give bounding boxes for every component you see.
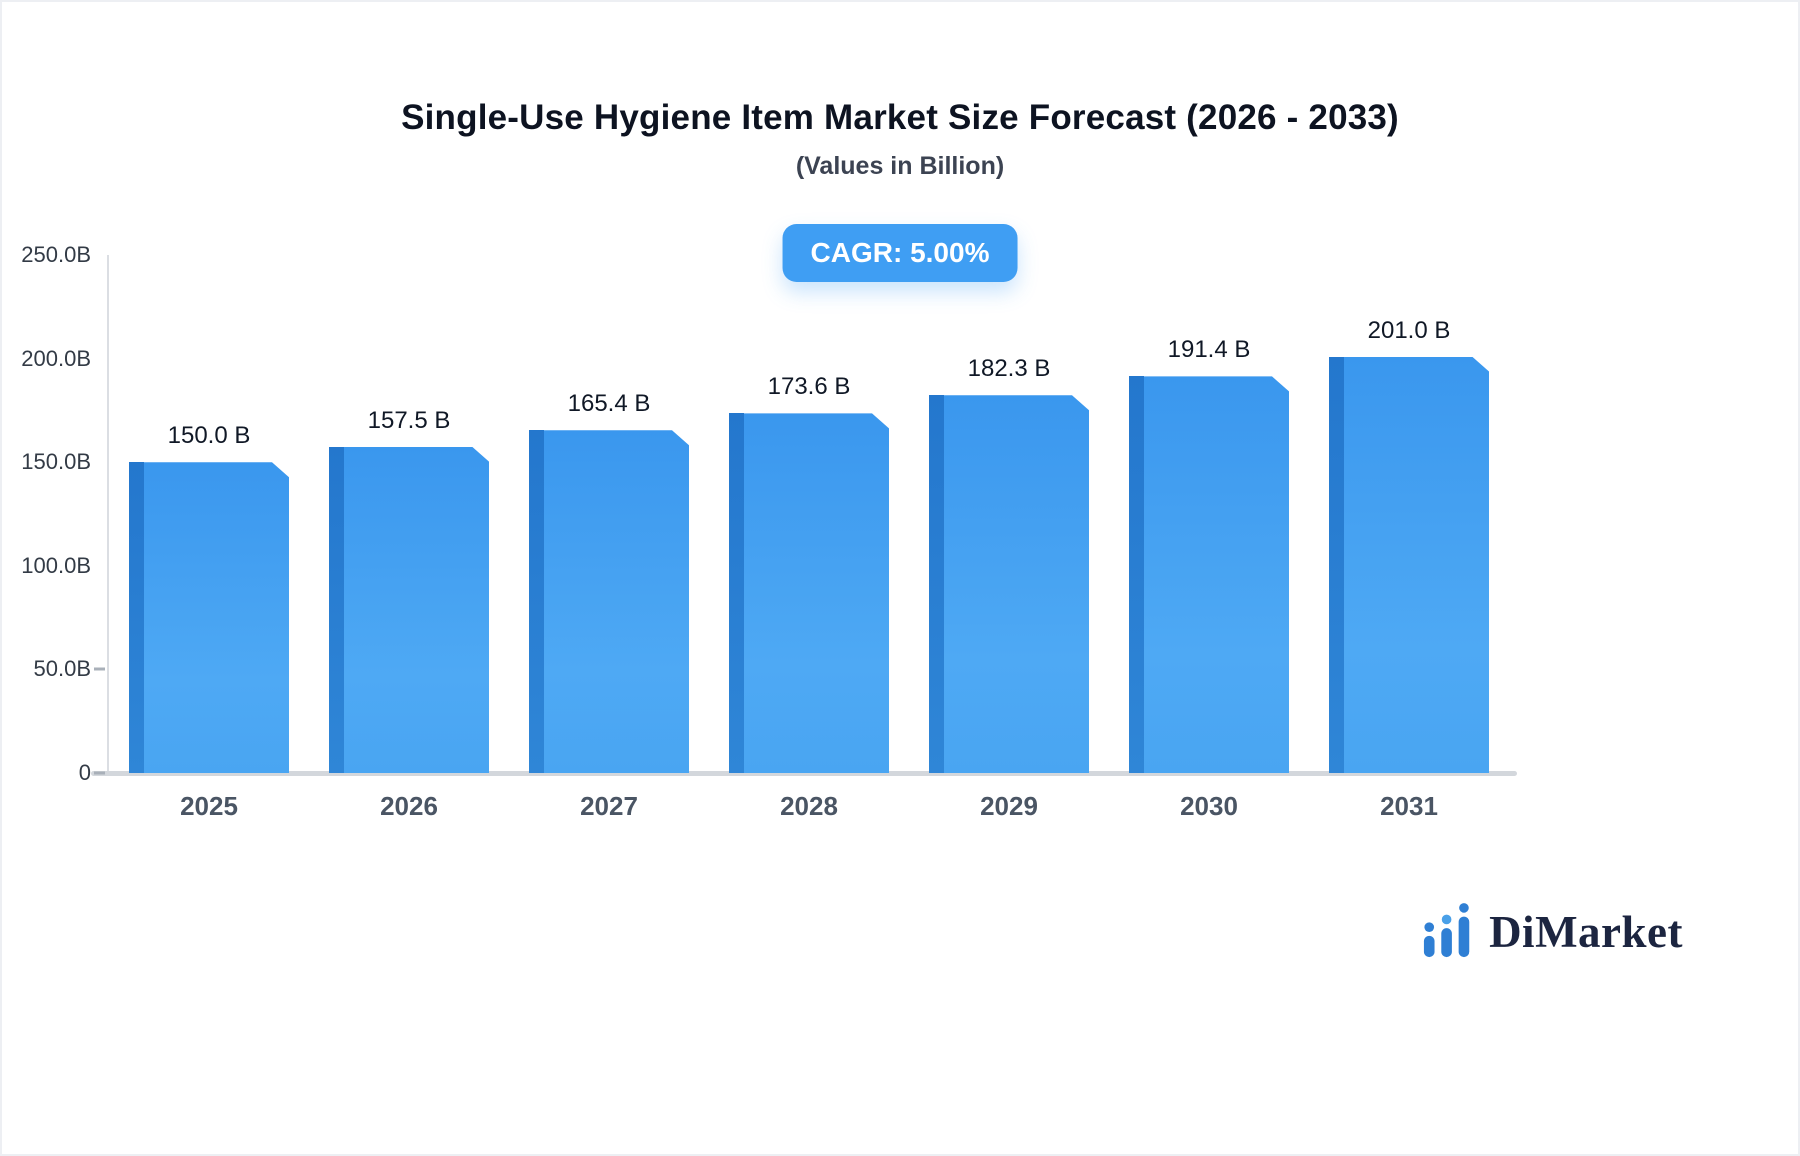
x-axis-label: 2025	[180, 791, 238, 821]
bar-front-face	[1344, 357, 1489, 773]
bar-side-face	[729, 413, 744, 773]
cagr-badge-label: CAGR: 5.00%	[810, 237, 990, 268]
y-axis-label: 250.0B	[21, 242, 91, 267]
logo-text: DiMarket	[1489, 907, 1683, 957]
bar-2026: 157.5 B	[329, 407, 489, 773]
x-axis-label: 2028	[780, 791, 838, 821]
bar-2029: 182.3 B	[929, 355, 1089, 773]
y-axis-label: 150.0B	[21, 449, 91, 475]
bar-value-label: 165.4 B	[567, 390, 651, 418]
bar-2025: 150.0 B	[129, 422, 289, 773]
bar-side-face	[329, 446, 344, 773]
bar-front-face	[144, 462, 289, 773]
bar-2028: 173.6 B	[729, 373, 889, 773]
bar-front-face	[744, 413, 889, 773]
bar-side-face	[1329, 356, 1344, 773]
x-axis-label: 2031	[1380, 791, 1438, 821]
chart-subtitle: (Values in Billion)	[795, 152, 1005, 180]
plot-area: 250.0B 200.0B 150.0B 100.0B 50.0B 0 150.0 B 202…	[21, 242, 1517, 821]
y-axis-label: 0	[78, 760, 91, 785]
x-axis-label: 2029	[980, 791, 1038, 821]
bar-2031: 201.0 B	[1329, 317, 1489, 773]
chart-title: Single-Use Hygiene Item Market Size Fore…	[401, 98, 1399, 137]
bar-chart-logo-icon	[1422, 903, 1476, 961]
x-axis-label: 2030	[1180, 791, 1238, 821]
bar-2030: 191.4 B	[1129, 336, 1289, 773]
bar-value-label: 182.3 B	[967, 355, 1051, 383]
y-axis-label: 100.0B	[21, 552, 91, 578]
bar-value-label: 173.6 B	[767, 373, 851, 401]
bar-value-label: 191.4 B	[1167, 336, 1251, 364]
bar-front-face	[344, 447, 489, 773]
x-axis-line	[91, 771, 1517, 776]
y-axis-label: 200.0B	[21, 345, 91, 371]
bar-value-label: 157.5 B	[367, 406, 451, 434]
bar-side-face	[129, 462, 144, 773]
bar-side-face	[929, 395, 944, 773]
y-axis-tick	[94, 771, 105, 775]
bar-front-face	[944, 395, 1089, 773]
y-axis-label: 50.0B	[33, 656, 92, 682]
bar-front-face	[1144, 376, 1289, 773]
bar-side-face	[1129, 376, 1144, 773]
brand-logo: DiMarket	[1422, 903, 1683, 961]
bar-value-label: 150.0 B	[167, 422, 251, 450]
bar-2027: 165.4 B	[529, 390, 689, 773]
bar-value-label: 201.0 B	[1367, 316, 1451, 344]
y-axis-tick	[94, 667, 105, 671]
x-axis-label: 2027	[580, 791, 638, 821]
bar-side-face	[529, 430, 544, 773]
cagr-badge: CAGR: 5.00%	[782, 224, 1018, 282]
x-axis-label: 2026	[380, 791, 438, 821]
bar-front-face	[544, 430, 689, 773]
